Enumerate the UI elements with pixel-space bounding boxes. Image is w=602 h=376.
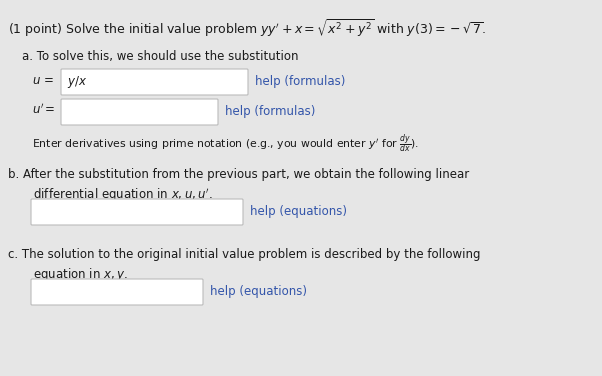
Text: Enter derivatives using prime notation (e.g., you would enter $y'$ for $\frac{dy: Enter derivatives using prime notation (… <box>32 132 419 155</box>
Text: help (equations): help (equations) <box>250 206 347 218</box>
Text: equation in $x, y$.: equation in $x, y$. <box>22 266 128 283</box>
FancyBboxPatch shape <box>31 199 243 225</box>
Text: differential equation in $x, u, u'$.: differential equation in $x, u, u'$. <box>22 186 213 203</box>
Text: $u' =$: $u' =$ <box>32 103 55 117</box>
Text: help (formulas): help (formulas) <box>255 76 346 88</box>
Text: help (equations): help (equations) <box>210 285 307 299</box>
FancyBboxPatch shape <box>61 69 248 95</box>
Text: b. After the substitution from the previous part, we obtain the following linear: b. After the substitution from the previ… <box>8 168 469 181</box>
Text: (1 point) Solve the initial value problem $yy' + x = \sqrt{x^2 + y^2}$ with $y(3: (1 point) Solve the initial value proble… <box>8 18 486 40</box>
Text: c. The solution to the original initial value problem is described by the follow: c. The solution to the original initial … <box>8 248 480 261</box>
Text: $u$ =: $u$ = <box>32 73 54 86</box>
FancyBboxPatch shape <box>61 99 218 125</box>
Text: help (formulas): help (formulas) <box>225 106 315 118</box>
Text: $y/x$: $y/x$ <box>67 74 87 90</box>
Text: a. To solve this, we should use the substitution: a. To solve this, we should use the subs… <box>22 50 299 63</box>
FancyBboxPatch shape <box>31 279 203 305</box>
